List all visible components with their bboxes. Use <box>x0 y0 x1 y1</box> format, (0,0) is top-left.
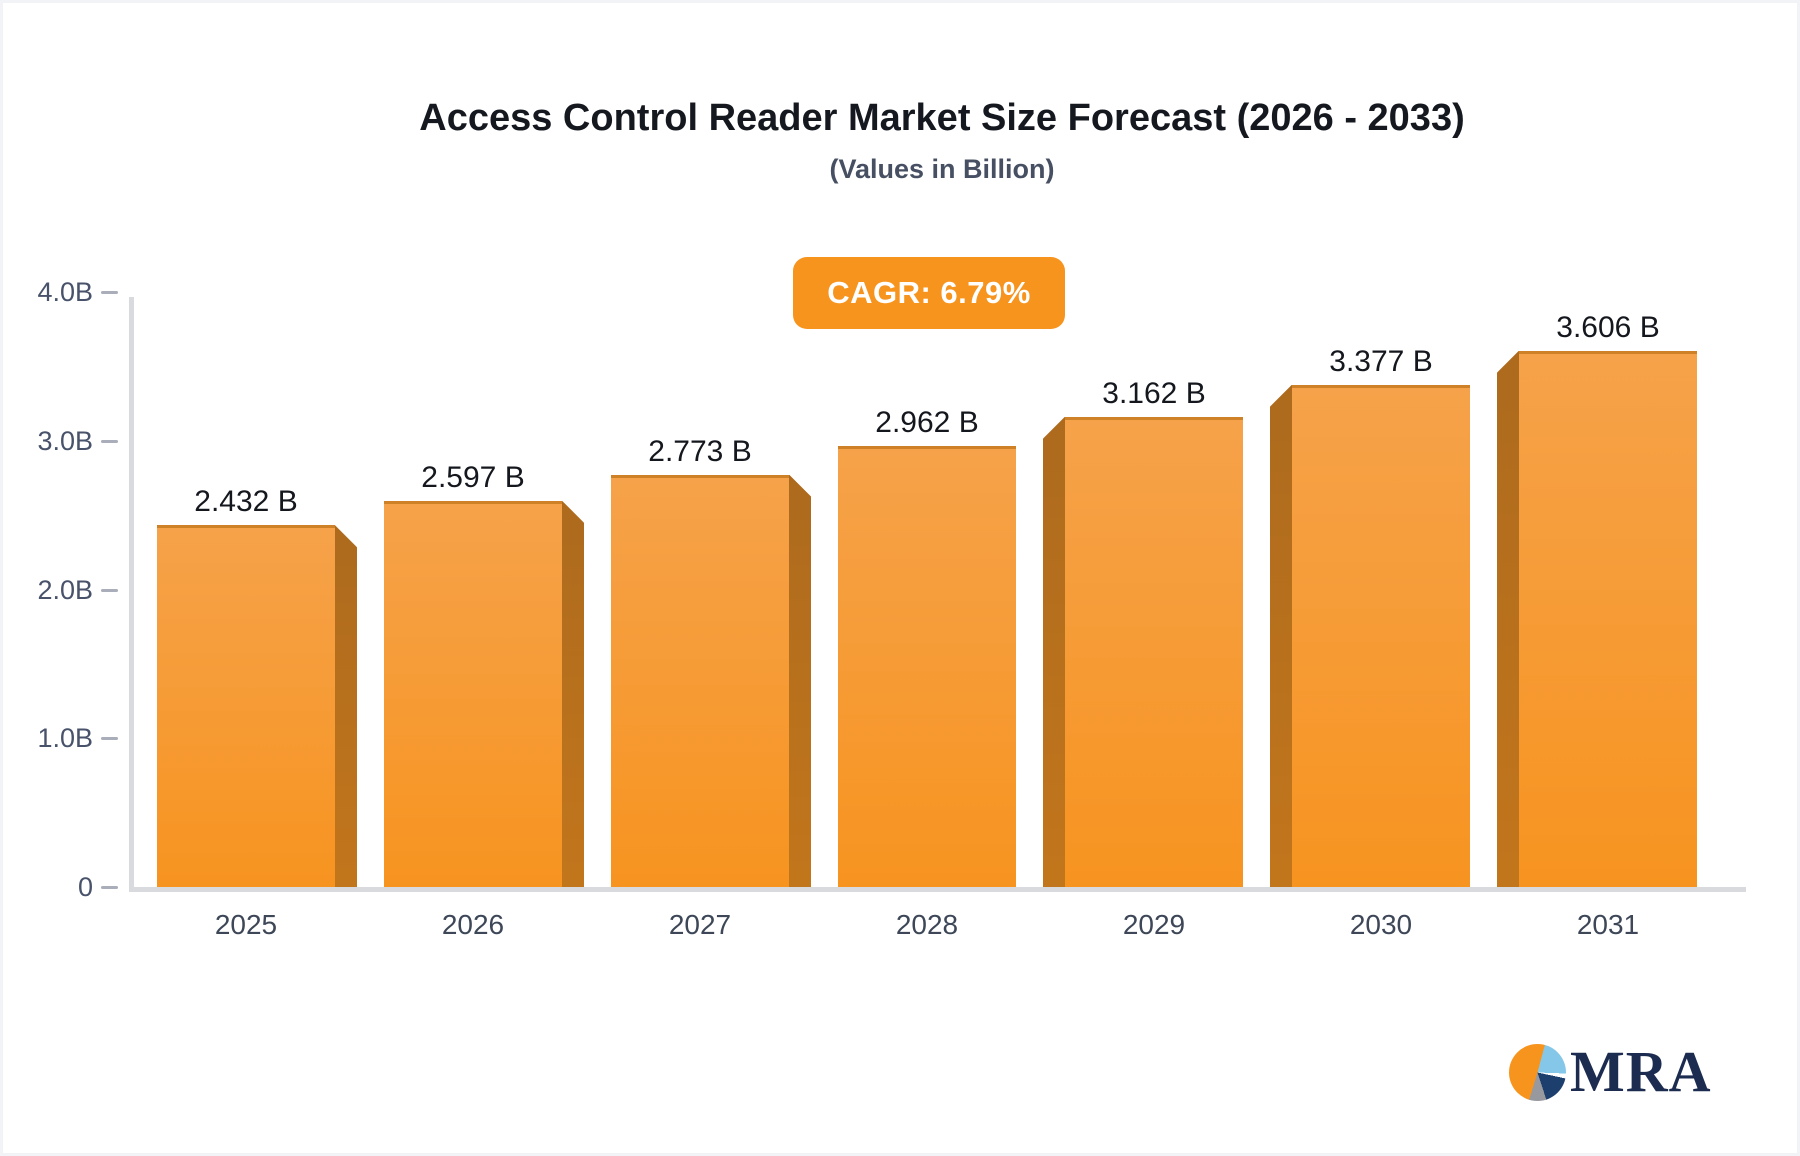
y-tick-label: 3.0B <box>37 425 93 456</box>
mra-logo: MRA <box>1509 1041 1712 1103</box>
x-category-label: 2027 <box>668 909 732 940</box>
x-category-label: 2026 <box>441 909 505 940</box>
logo-text: MRA <box>1570 1039 1712 1104</box>
bar-value-label: 3.377 B <box>1329 344 1433 378</box>
x-category-label: 2029 <box>1122 909 1186 940</box>
bar-side-2031 <box>1497 350 1519 887</box>
bar-chart-plot-area: 0 1.0B 2.0B 3.0B 4.0B 2.432 B 2025 2.597 B 2026… <box>3 3 1797 1153</box>
y-tick-dash <box>101 886 118 889</box>
x-axis-baseline <box>129 887 1746 892</box>
bar-value-label: 2.962 B <box>875 406 979 440</box>
y-tick-dash <box>101 291 118 294</box>
bar-side-2026 <box>562 500 584 887</box>
bar-2026 <box>384 500 562 887</box>
chart-title: Access Control Reader Market Size Foreca… <box>419 97 1465 139</box>
y-tick-dash <box>101 439 118 443</box>
y-axis-line <box>129 297 134 892</box>
y-tick-label: 1.0B <box>37 723 93 754</box>
y-tick-label: 4.0B <box>37 277 93 307</box>
bar-value-label: 2.432 B <box>194 485 298 519</box>
x-category-label: 2030 <box>1349 909 1413 940</box>
bar-2029 <box>1065 416 1243 887</box>
pie-chart-logo-icon <box>1509 1043 1566 1101</box>
bar-side-2027 <box>789 474 811 887</box>
y-tick-dash <box>101 588 118 592</box>
bar-value-label: 3.162 B <box>1102 376 1206 410</box>
cagr-badge: CAGR: 6.79% <box>793 257 1065 329</box>
bar-2031 <box>1519 350 1697 887</box>
title-block: Access Control Reader Market Size Foreca… <box>3 97 1797 185</box>
y-tick-label: 2.0B <box>37 574 93 605</box>
bar-side-2025 <box>335 525 357 887</box>
bar-value-label: 2.773 B <box>648 434 752 468</box>
bar-2028 <box>838 446 1016 887</box>
x-category-label: 2028 <box>895 909 959 940</box>
x-category-label: 2031 <box>1576 909 1640 940</box>
chart-subtitle: (Values in Billion) <box>829 154 1055 184</box>
bar-value-label: 2.597 B <box>421 460 525 494</box>
bar-2025 <box>157 525 335 887</box>
bar-side-2029 <box>1043 416 1065 887</box>
x-category-label: 2025 <box>214 909 278 940</box>
bar-value-label: 3.606 B <box>1556 310 1660 344</box>
bar-2027 <box>611 474 789 887</box>
y-tick-dash <box>101 737 118 741</box>
bar-side-2030 <box>1270 384 1292 887</box>
bar-2030 <box>1292 384 1470 887</box>
cagr-badge-label: CAGR: 6.79% <box>827 275 1031 310</box>
y-tick-label: 0 <box>77 872 93 902</box>
